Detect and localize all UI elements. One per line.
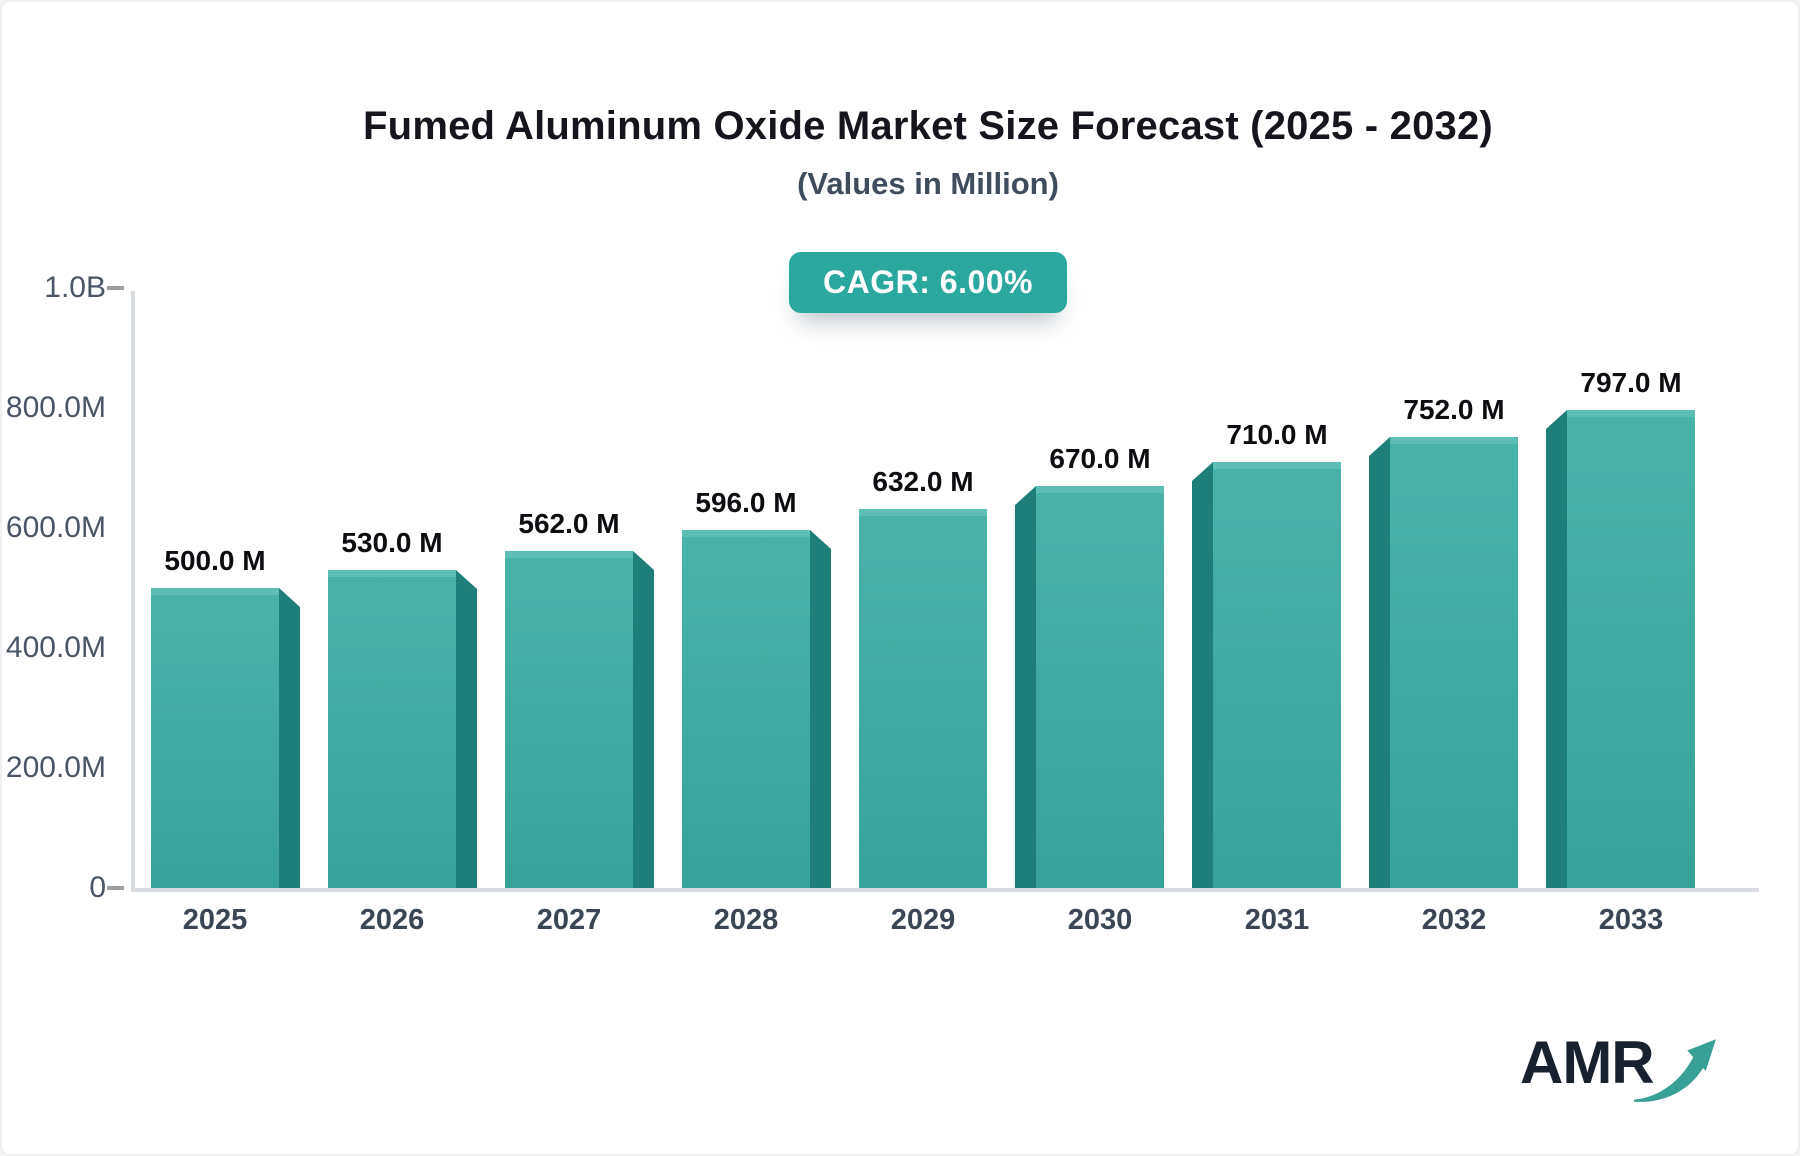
bar-side-face bbox=[633, 551, 654, 888]
bar-value-label: 797.0 M bbox=[1580, 367, 1682, 398]
bar-face bbox=[505, 551, 633, 888]
chart-subtitle: (Values in Million) bbox=[797, 166, 1059, 201]
x-axis-label: 2033 bbox=[1598, 904, 1664, 936]
x-axis-label: 2027 bbox=[536, 904, 602, 936]
bar-face bbox=[151, 588, 279, 888]
y-axis-label: 400.0M bbox=[5, 631, 106, 664]
bar-value-label: 752.0 M bbox=[1403, 394, 1505, 425]
badge-row: CAGR: 6.00% bbox=[132, 252, 1724, 313]
x-axis-label: 2029 bbox=[890, 904, 956, 936]
bar-side-face bbox=[1015, 486, 1036, 888]
bar-face bbox=[1036, 486, 1164, 888]
bar-side-face bbox=[810, 530, 831, 888]
bar-face bbox=[1567, 410, 1695, 888]
bar-value-label: 710.0 M bbox=[1226, 419, 1328, 450]
x-axis-label: 2031 bbox=[1244, 904, 1310, 936]
y-axis-line bbox=[131, 291, 135, 892]
bar-side-face bbox=[456, 570, 477, 888]
bar-face bbox=[1213, 462, 1341, 888]
bar-face bbox=[859, 509, 987, 888]
bar-side-face bbox=[1369, 437, 1390, 888]
bar-face bbox=[1390, 437, 1518, 888]
y-axis-label: 1.0B bbox=[44, 271, 106, 304]
bar-value-label: 596.0 M bbox=[695, 487, 797, 518]
bar-value-label: 670.0 M bbox=[1049, 443, 1151, 474]
y-axis-label: 200.0M bbox=[5, 751, 106, 784]
bar-top-highlight bbox=[1390, 437, 1518, 444]
bar-side-face bbox=[1546, 410, 1567, 888]
bar-top-highlight bbox=[1036, 486, 1164, 493]
x-axis-label: 2026 bbox=[359, 904, 425, 936]
y-axis-label: 0 bbox=[89, 871, 106, 904]
bar-top-highlight bbox=[1567, 410, 1695, 417]
bar-value-label: 632.0 M bbox=[872, 466, 974, 497]
bar-value-label: 530.0 M bbox=[341, 527, 443, 558]
bar-top-highlight bbox=[151, 588, 279, 595]
bar-value-label: 562.0 M bbox=[518, 508, 620, 539]
y-axis-label: 600.0M bbox=[5, 511, 106, 544]
bar-side-face bbox=[279, 588, 300, 888]
bar-top-highlight bbox=[859, 509, 987, 516]
bar-face bbox=[682, 530, 810, 888]
y-axis-tick bbox=[107, 286, 124, 290]
y-axis-tick bbox=[107, 886, 124, 890]
amr-logo: AMR bbox=[1520, 1028, 1750, 1124]
bar-face bbox=[328, 570, 456, 888]
growth-arrow-icon bbox=[1632, 1036, 1718, 1108]
y-axis-label: 800.0M bbox=[5, 391, 106, 424]
bar-value-label: 500.0 M bbox=[164, 545, 266, 576]
bar-top-highlight bbox=[682, 530, 810, 537]
x-axis-label: 2025 bbox=[182, 904, 248, 936]
bar-top-highlight bbox=[505, 551, 633, 558]
amr-logo-text: AMR bbox=[1520, 1029, 1655, 1096]
page-title: Fumed Aluminum Oxide Market Size Forecas… bbox=[363, 104, 1493, 148]
cagr-badge: CAGR: 6.00% bbox=[789, 252, 1067, 313]
x-axis-baseline bbox=[131, 888, 1759, 892]
x-axis-label: 2032 bbox=[1421, 904, 1487, 936]
bar-side-face bbox=[1192, 462, 1213, 888]
x-axis-label: 2030 bbox=[1067, 904, 1133, 936]
bar-top-highlight bbox=[1213, 462, 1341, 469]
x-axis-label: 2028 bbox=[713, 904, 779, 936]
bar-top-highlight bbox=[328, 570, 456, 577]
